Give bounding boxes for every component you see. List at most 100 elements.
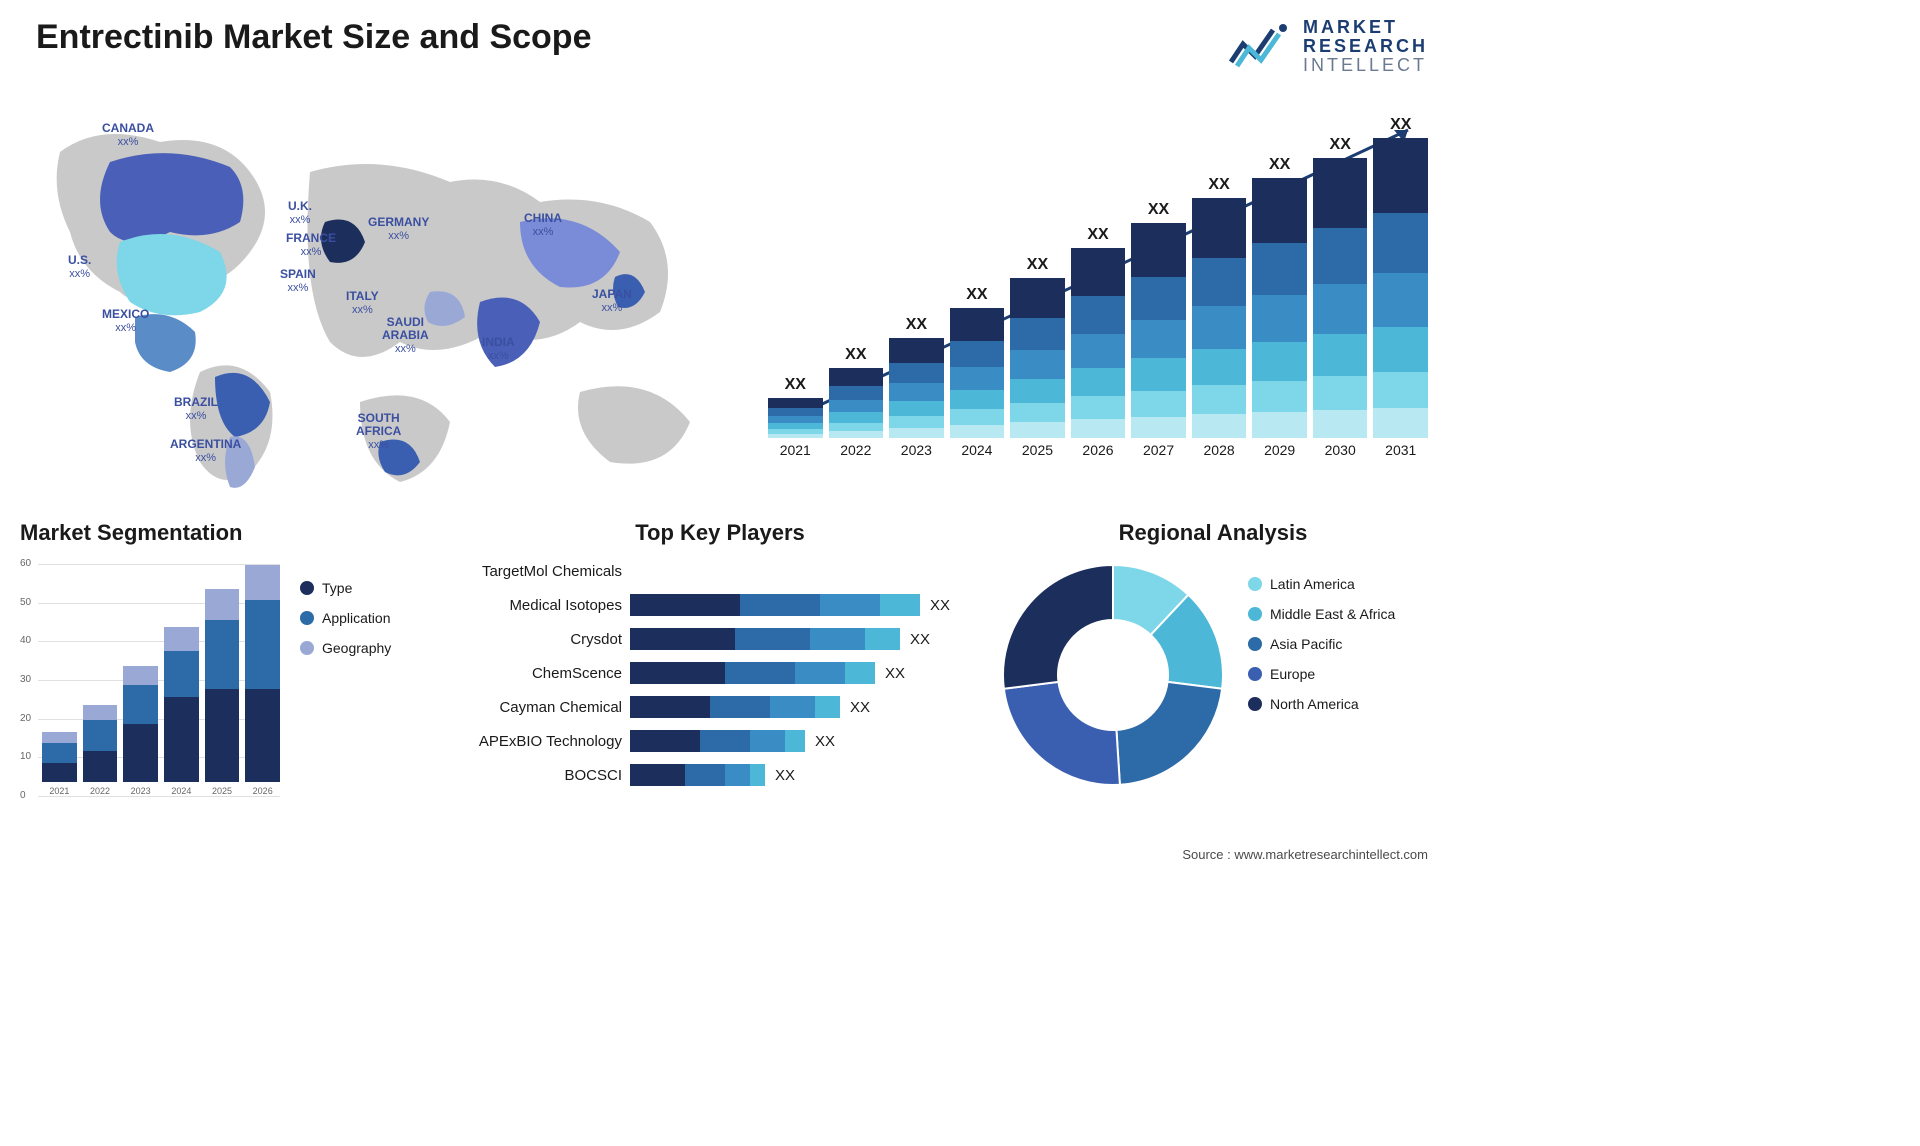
- page-title: Entrectinib Market Size and Scope: [36, 18, 591, 57]
- growth-value-label: XX: [1027, 256, 1048, 274]
- legend-item: Geography: [300, 640, 391, 656]
- growth-bar-col: XX 2023: [889, 316, 944, 458]
- growth-value-label: XX: [845, 346, 866, 364]
- growth-bar-col: XX2027: [1131, 201, 1186, 458]
- segmentation-legend: Type Application Geography: [300, 580, 391, 670]
- seg-year-label: 2025: [212, 786, 232, 796]
- seg-ytick: 20: [20, 713, 31, 724]
- map-label: SOUTHAFRICAxx%: [356, 412, 401, 452]
- player-value: XX: [910, 631, 930, 648]
- growth-year-label: 2028: [1204, 442, 1235, 458]
- player-name: Cayman Chemical: [460, 699, 630, 716]
- seg-bar-col: 2024: [164, 627, 199, 796]
- seg-year-label: 2024: [171, 786, 191, 796]
- growth-year-label: 2023: [901, 442, 932, 458]
- player-row: BOCSCI XX: [460, 758, 980, 792]
- map-label: U.K.xx%: [288, 200, 312, 226]
- player-value: XX: [775, 767, 795, 784]
- map-label: JAPANxx%: [592, 288, 632, 314]
- segmentation-panel: Market Segmentation 0 10 20 30 40 50 60 2021 20…: [20, 520, 440, 830]
- seg-ytick: 0: [20, 790, 26, 801]
- seg-ytick: 10: [20, 751, 31, 762]
- player-row: Medical Isotopes XX: [460, 588, 980, 622]
- players-list: TargetMol Chemicals Medical Isotopes XX Cry…: [460, 554, 980, 792]
- world-map-panel: CANADAxx%U.S.xx%MEXICOxx%BRAZILxx%ARGENT…: [20, 92, 720, 502]
- seg-bar-col: 2022: [83, 705, 118, 796]
- regional-donut: [998, 560, 1228, 790]
- seg-bar-col: 2021: [42, 732, 77, 796]
- seg-ytick: 60: [20, 558, 31, 569]
- logo: MARKET RESEARCH INTELLECT: [1229, 18, 1428, 75]
- player-row: APExBIO Technology XX: [460, 724, 980, 758]
- growth-year-label: 2027: [1143, 442, 1174, 458]
- source-text: Source : www.marketresearchintellect.com: [1182, 847, 1428, 862]
- player-row: TargetMol Chemicals: [460, 554, 980, 588]
- logo-line1: MARKET: [1303, 18, 1428, 37]
- growth-year-label: 2024: [961, 442, 992, 458]
- growth-year-label: 2025: [1022, 442, 1053, 458]
- map-label: CANADAxx%: [102, 122, 154, 148]
- map-label: FRANCExx%: [286, 232, 336, 258]
- players-panel: Top Key Players TargetMol Chemicals Medic…: [460, 520, 980, 830]
- logo-line2: RESEARCH: [1303, 37, 1428, 56]
- map-label: SPAINxx%: [280, 268, 316, 294]
- seg-year-label: 2023: [131, 786, 151, 796]
- growth-bar-col: XX 2030: [1313, 136, 1368, 458]
- players-title: Top Key Players: [460, 520, 980, 546]
- legend-item: Application: [300, 610, 391, 626]
- map-label: GERMANYxx%: [368, 216, 429, 242]
- growth-value-label: XX: [1208, 176, 1229, 194]
- player-name: ChemScence: [460, 665, 630, 682]
- logo-mark-icon: [1229, 22, 1293, 70]
- map-label: CHINAxx%: [524, 212, 562, 238]
- regional-title: Regional Analysis: [998, 520, 1428, 546]
- seg-year-label: 2021: [49, 786, 69, 796]
- growth-year-label: 2026: [1082, 442, 1113, 458]
- segmentation-chart: 0102030405060 202120222023202420252026: [20, 558, 280, 818]
- map-label: INDIAxx%: [482, 336, 515, 362]
- growth-bar-col: XX2031: [1373, 116, 1428, 458]
- seg-ytick: 30: [20, 674, 31, 685]
- logo-line3: INTELLECT: [1303, 56, 1428, 75]
- growth-value-label: XX: [785, 376, 806, 394]
- segmentation-title: Market Segmentation: [20, 520, 440, 546]
- player-value: XX: [850, 699, 870, 716]
- regional-panel: Regional Analysis Latin AmericaMiddle Ea…: [998, 520, 1428, 830]
- map-label: ITALYxx%: [346, 290, 379, 316]
- player-name: APExBIO Technology: [460, 733, 630, 750]
- map-label: U.S.xx%: [68, 254, 91, 280]
- growth-bar-col: XX 2026: [1071, 226, 1126, 458]
- map-label: MEXICOxx%: [102, 308, 149, 334]
- map-label: ARGENTINAxx%: [170, 438, 241, 464]
- player-value: XX: [815, 733, 835, 750]
- regional-legend: Latin AmericaMiddle East & AfricaAsia Pa…: [1248, 576, 1395, 726]
- growth-value-label: XX: [966, 286, 987, 304]
- legend-item: Asia Pacific: [1248, 636, 1395, 652]
- player-name: TargetMol Chemicals: [460, 563, 630, 580]
- player-row: Cayman Chemical XX: [460, 690, 980, 724]
- growth-bar-col: XX2029: [1252, 156, 1307, 458]
- player-row: ChemScenceXX: [460, 656, 980, 690]
- seg-bar-col: 2023: [123, 666, 158, 796]
- growth-year-label: 2022: [840, 442, 871, 458]
- growth-year-label: 2030: [1325, 442, 1356, 458]
- growth-value-label: XX: [906, 316, 927, 334]
- seg-ytick: 50: [20, 597, 31, 608]
- growth-bar-col: XX 2025: [1010, 256, 1065, 458]
- seg-year-label: 2022: [90, 786, 110, 796]
- growth-value-label: XX: [1087, 226, 1108, 244]
- player-value: XX: [930, 597, 950, 614]
- player-name: Crysdot: [460, 631, 630, 648]
- growth-value-label: XX: [1330, 136, 1351, 154]
- legend-item: Type: [300, 580, 391, 596]
- player-name: Medical Isotopes: [460, 597, 630, 614]
- legend-item: North America: [1248, 696, 1395, 712]
- growth-bar-col: XX 2022: [829, 346, 884, 458]
- growth-bar-col: XX 2024: [950, 286, 1005, 458]
- seg-ytick: 40: [20, 635, 31, 646]
- map-label: SAUDIARABIAxx%: [382, 316, 429, 356]
- player-name: BOCSCI: [460, 767, 630, 784]
- growth-bar-col: XX 2021: [768, 376, 823, 458]
- legend-item: Latin America: [1248, 576, 1395, 592]
- growth-year-label: 2021: [780, 442, 811, 458]
